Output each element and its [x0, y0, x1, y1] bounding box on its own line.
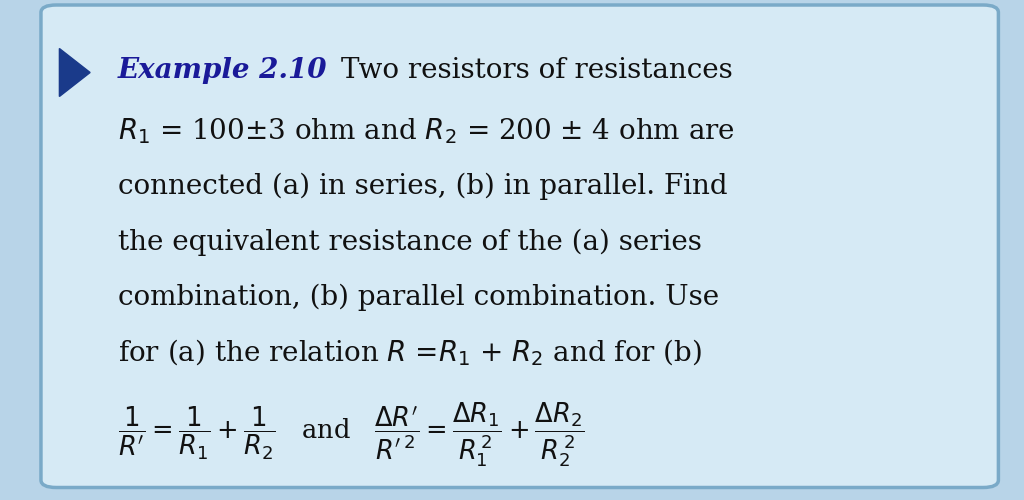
Text: $R_1$ = 100±3 ohm and $R_2$ = 200 ± 4 ohm are: $R_1$ = 100±3 ohm and $R_2$ = 200 ± 4 oh…	[118, 116, 734, 146]
Polygon shape	[59, 48, 90, 96]
Text: Two resistors of resistances: Two resistors of resistances	[341, 58, 733, 84]
FancyBboxPatch shape	[41, 5, 998, 488]
Text: for (a) the relation $R$ =$R_1$ + $R_2$ and for (b): for (a) the relation $R$ =$R_1$ + $R_2$ …	[118, 338, 701, 368]
Text: $\dfrac{1}{R'} = \dfrac{1}{R_1} + \dfrac{1}{R_2}$   and   $\dfrac{\Delta R'}{R'^: $\dfrac{1}{R'} = \dfrac{1}{R_1} + \dfrac…	[118, 400, 584, 469]
Text: connected (a) in series, (b) in parallel. Find: connected (a) in series, (b) in parallel…	[118, 173, 727, 200]
Text: combination, (b) parallel combination. Use: combination, (b) parallel combination. U…	[118, 284, 719, 311]
Text: Example 2.10: Example 2.10	[118, 58, 328, 84]
Text: the equivalent resistance of the (a) series: the equivalent resistance of the (a) ser…	[118, 228, 701, 256]
